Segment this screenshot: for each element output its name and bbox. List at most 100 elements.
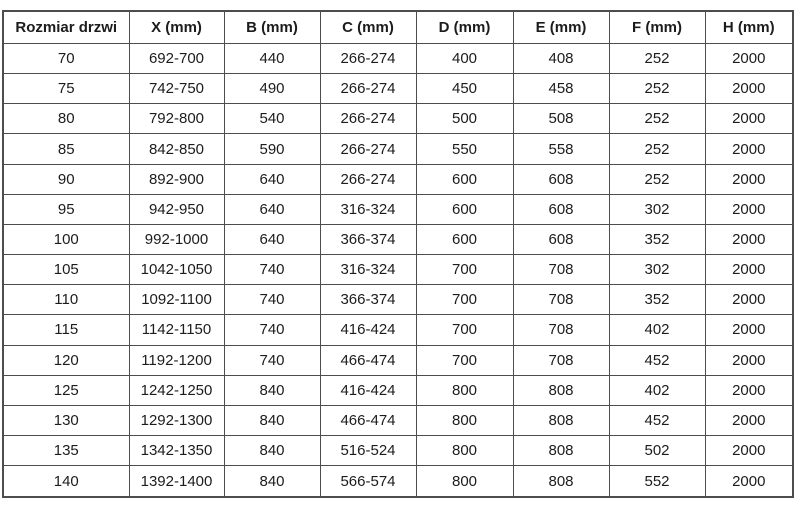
- table-cell: 316-324: [319, 254, 417, 286]
- table-row: 80 792-800 540 266-274 500 508 252 2000: [2, 103, 794, 135]
- table-cell: 352: [608, 223, 706, 256]
- table-cell: 252: [608, 73, 706, 105]
- table-cell: 840: [223, 404, 321, 437]
- table-header: Rozmiar drzwi X (mm) B (mm) C (mm) D (mm) E (…: [2, 10, 794, 44]
- table-cell: 416-424: [319, 314, 417, 346]
- table-cell: 402: [608, 314, 706, 346]
- table-cell: 800: [415, 435, 514, 467]
- table-cell: 2000: [704, 404, 794, 437]
- table-cell: 70: [2, 42, 130, 75]
- table-cell: 90: [2, 163, 130, 195]
- table-cell: 892-900: [128, 163, 225, 195]
- table-row: 115 1142-1150 740 416-424 700 708 402 2000: [2, 314, 794, 346]
- table-cell: 552: [608, 465, 706, 498]
- table-cell: 700: [415, 344, 514, 376]
- column-header: C (mm): [319, 10, 417, 44]
- table-row: 140 1392-1400 840 566-574 800 808 552 2000: [2, 465, 794, 498]
- table-cell: 130: [2, 404, 130, 437]
- table-cell: 708: [512, 284, 610, 316]
- table-cell: 1392-1400: [128, 465, 225, 498]
- table-row: 95 942-950 640 316-324 600 608 302 2000: [2, 193, 794, 225]
- table-row: 75 742-750 490 266-274 450 458 252 2000: [2, 73, 794, 105]
- column-header: D (mm): [415, 10, 514, 44]
- table-cell: 558: [512, 133, 610, 165]
- table-row: 110 1092-1100 740 366-374 700 708 352 2000: [2, 284, 794, 316]
- table-cell: 742-750: [128, 73, 225, 105]
- table-cell: 708: [512, 254, 610, 286]
- table-cell: 566-574: [319, 465, 417, 498]
- table-cell: 992-1000: [128, 223, 225, 256]
- table-cell: 140: [2, 465, 130, 498]
- table-cell: 740: [223, 344, 321, 376]
- table-cell: 708: [512, 344, 610, 376]
- table-cell: 2000: [704, 73, 794, 105]
- table-cell: 840: [223, 435, 321, 467]
- table-cell: 408: [512, 42, 610, 75]
- table-cell: 740: [223, 314, 321, 346]
- table-body: 70 692-700 440 266-274 400 408 252 2000 75 742-75…: [2, 42, 794, 498]
- column-header: X (mm): [128, 10, 225, 44]
- header-row: Rozmiar drzwi X (mm) B (mm) C (mm) D (mm) E (…: [2, 10, 794, 44]
- table-cell: 2000: [704, 344, 794, 376]
- table-cell: 1092-1100: [128, 284, 225, 316]
- table-cell: 266-274: [319, 42, 417, 75]
- table-cell: 352: [608, 284, 706, 316]
- table-cell: 1142-1150: [128, 314, 225, 346]
- table-cell: 808: [512, 374, 610, 406]
- table-cell: 366-374: [319, 284, 417, 316]
- table-cell: 808: [512, 404, 610, 437]
- table-cell: 95: [2, 193, 130, 225]
- table-cell: 740: [223, 284, 321, 316]
- table-cell: 302: [608, 254, 706, 286]
- table-cell: 266-274: [319, 163, 417, 195]
- table-cell: 75: [2, 73, 130, 105]
- table-cell: 100: [2, 223, 130, 256]
- table-cell: 2000: [704, 133, 794, 165]
- table-cell: 125: [2, 374, 130, 406]
- column-header: F (mm): [608, 10, 706, 44]
- table-cell: 110: [2, 284, 130, 316]
- table-cell: 366-374: [319, 223, 417, 256]
- table-cell: 640: [223, 163, 321, 195]
- table-cell: 700: [415, 254, 514, 286]
- table-cell: 540: [223, 103, 321, 135]
- table-cell: 808: [512, 465, 610, 498]
- column-header: H (mm): [704, 10, 794, 44]
- table-cell: 115: [2, 314, 130, 346]
- table-cell: 316-324: [319, 193, 417, 225]
- table-cell: 808: [512, 435, 610, 467]
- table-cell: 252: [608, 163, 706, 195]
- table-cell: 105: [2, 254, 130, 286]
- table-cell: 840: [223, 465, 321, 498]
- table-row: 105 1042-1050 740 316-324 700 708 302 2000: [2, 254, 794, 286]
- table-cell: 708: [512, 314, 610, 346]
- table-cell: 490: [223, 73, 321, 105]
- table-cell: 608: [512, 163, 610, 195]
- table-cell: 440: [223, 42, 321, 75]
- table-cell: 500: [415, 103, 514, 135]
- table-row: 125 1242-1250 840 416-424 800 808 402 2000: [2, 374, 794, 406]
- table-cell: 402: [608, 374, 706, 406]
- table-cell: 1042-1050: [128, 254, 225, 286]
- table-cell: 466-474: [319, 404, 417, 437]
- table-cell: 120: [2, 344, 130, 376]
- table-cell: 2000: [704, 223, 794, 256]
- table-cell: 550: [415, 133, 514, 165]
- table-cell: 266-274: [319, 103, 417, 135]
- table-cell: 942-950: [128, 193, 225, 225]
- table-cell: 700: [415, 314, 514, 346]
- table-cell: 1342-1350: [128, 435, 225, 467]
- table-cell: 590: [223, 133, 321, 165]
- table-cell: 842-850: [128, 133, 225, 165]
- table-cell: 2000: [704, 254, 794, 286]
- table-row: 70 692-700 440 266-274 400 408 252 2000: [2, 42, 794, 75]
- column-header: B (mm): [223, 10, 321, 44]
- door-size-table: Rozmiar drzwi X (mm) B (mm) C (mm) D (mm) E (…: [2, 10, 794, 498]
- table-cell: 792-800: [128, 103, 225, 135]
- table-cell: 2000: [704, 163, 794, 195]
- table-cell: 508: [512, 103, 610, 135]
- table-cell: 2000: [704, 193, 794, 225]
- table-cell: 252: [608, 42, 706, 75]
- table-cell: 2000: [704, 435, 794, 467]
